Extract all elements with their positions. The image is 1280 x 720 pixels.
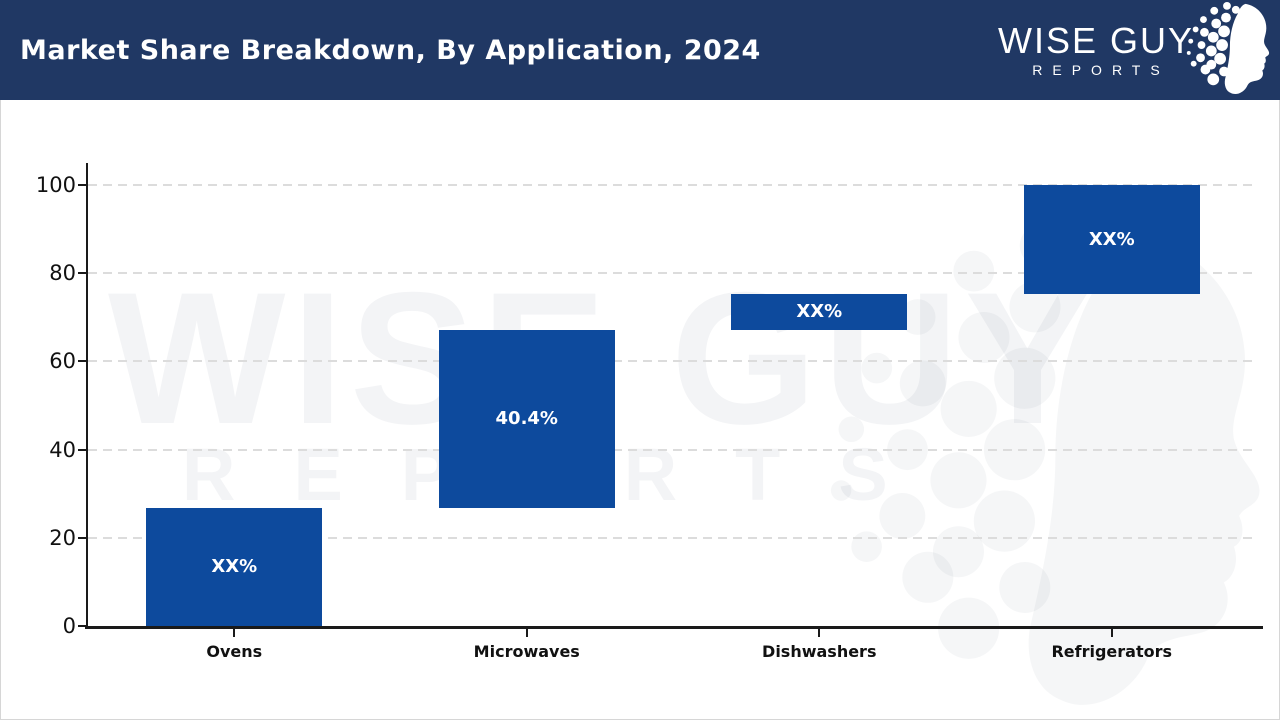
category-label-microwaves: Microwaves bbox=[473, 642, 580, 661]
y-tick-label: 60 bbox=[49, 349, 76, 374]
y-tick-label: 40 bbox=[49, 437, 76, 462]
page-title: Market Share Breakdown, By Application, … bbox=[20, 34, 761, 66]
wise-guy-logo: WISE GUY REPORTS bbox=[998, 0, 1280, 100]
header-bar: Market Share Breakdown, By Application, … bbox=[0, 0, 1280, 100]
y-tick-label: 20 bbox=[49, 525, 76, 550]
gridline bbox=[88, 360, 1258, 363]
bar-value-label: XX% bbox=[211, 556, 258, 578]
logo-text: WISE GUY REPORTS bbox=[997, 19, 1194, 78]
x-tick bbox=[818, 629, 821, 637]
category-label-ovens: Ovens bbox=[206, 642, 263, 661]
y-tick bbox=[78, 360, 86, 363]
bar-value-label: XX% bbox=[1088, 229, 1135, 251]
y-tick bbox=[78, 184, 86, 186]
gridline bbox=[88, 272, 1258, 275]
y-tick bbox=[78, 272, 86, 275]
y-tick-label: 0 bbox=[62, 614, 76, 638]
gridline bbox=[88, 184, 1258, 186]
y-tick-label: 80 bbox=[49, 261, 76, 286]
y-axis-spine bbox=[86, 163, 88, 628]
category-label-refrigerators: Refrigerators bbox=[1051, 642, 1173, 661]
bar-dishwashers: XX% bbox=[731, 294, 908, 330]
gridline bbox=[88, 536, 1258, 539]
x-tick bbox=[525, 629, 528, 637]
y-tick bbox=[78, 536, 86, 539]
y-tick bbox=[78, 625, 86, 627]
logo-subtitle: REPORTS bbox=[1032, 61, 1170, 78]
y-tick bbox=[78, 448, 86, 451]
category-label-dishwashers: Dishwashers bbox=[762, 642, 877, 661]
bar-microwaves: 40.4% bbox=[438, 329, 615, 508]
bar-value-label: XX% bbox=[796, 301, 843, 323]
waterfall-chart: 0 20 40 60 80 100 XX% Ovens 40.4% Microwaves XX% Di… bbox=[0, 100, 1280, 720]
bar-ovens: XX% bbox=[146, 507, 323, 626]
bar-refrigerators: XX% bbox=[1023, 185, 1200, 295]
logo-wordmark: WISE GUY bbox=[997, 19, 1194, 61]
head-profile-icon bbox=[1180, 0, 1272, 100]
x-tick bbox=[233, 629, 236, 637]
bar-value-label: 40.4% bbox=[495, 408, 558, 430]
x-axis-spine bbox=[85, 626, 1263, 629]
gridline bbox=[88, 448, 1258, 451]
x-tick bbox=[1110, 629, 1113, 637]
y-tick-label: 100 bbox=[35, 173, 76, 197]
